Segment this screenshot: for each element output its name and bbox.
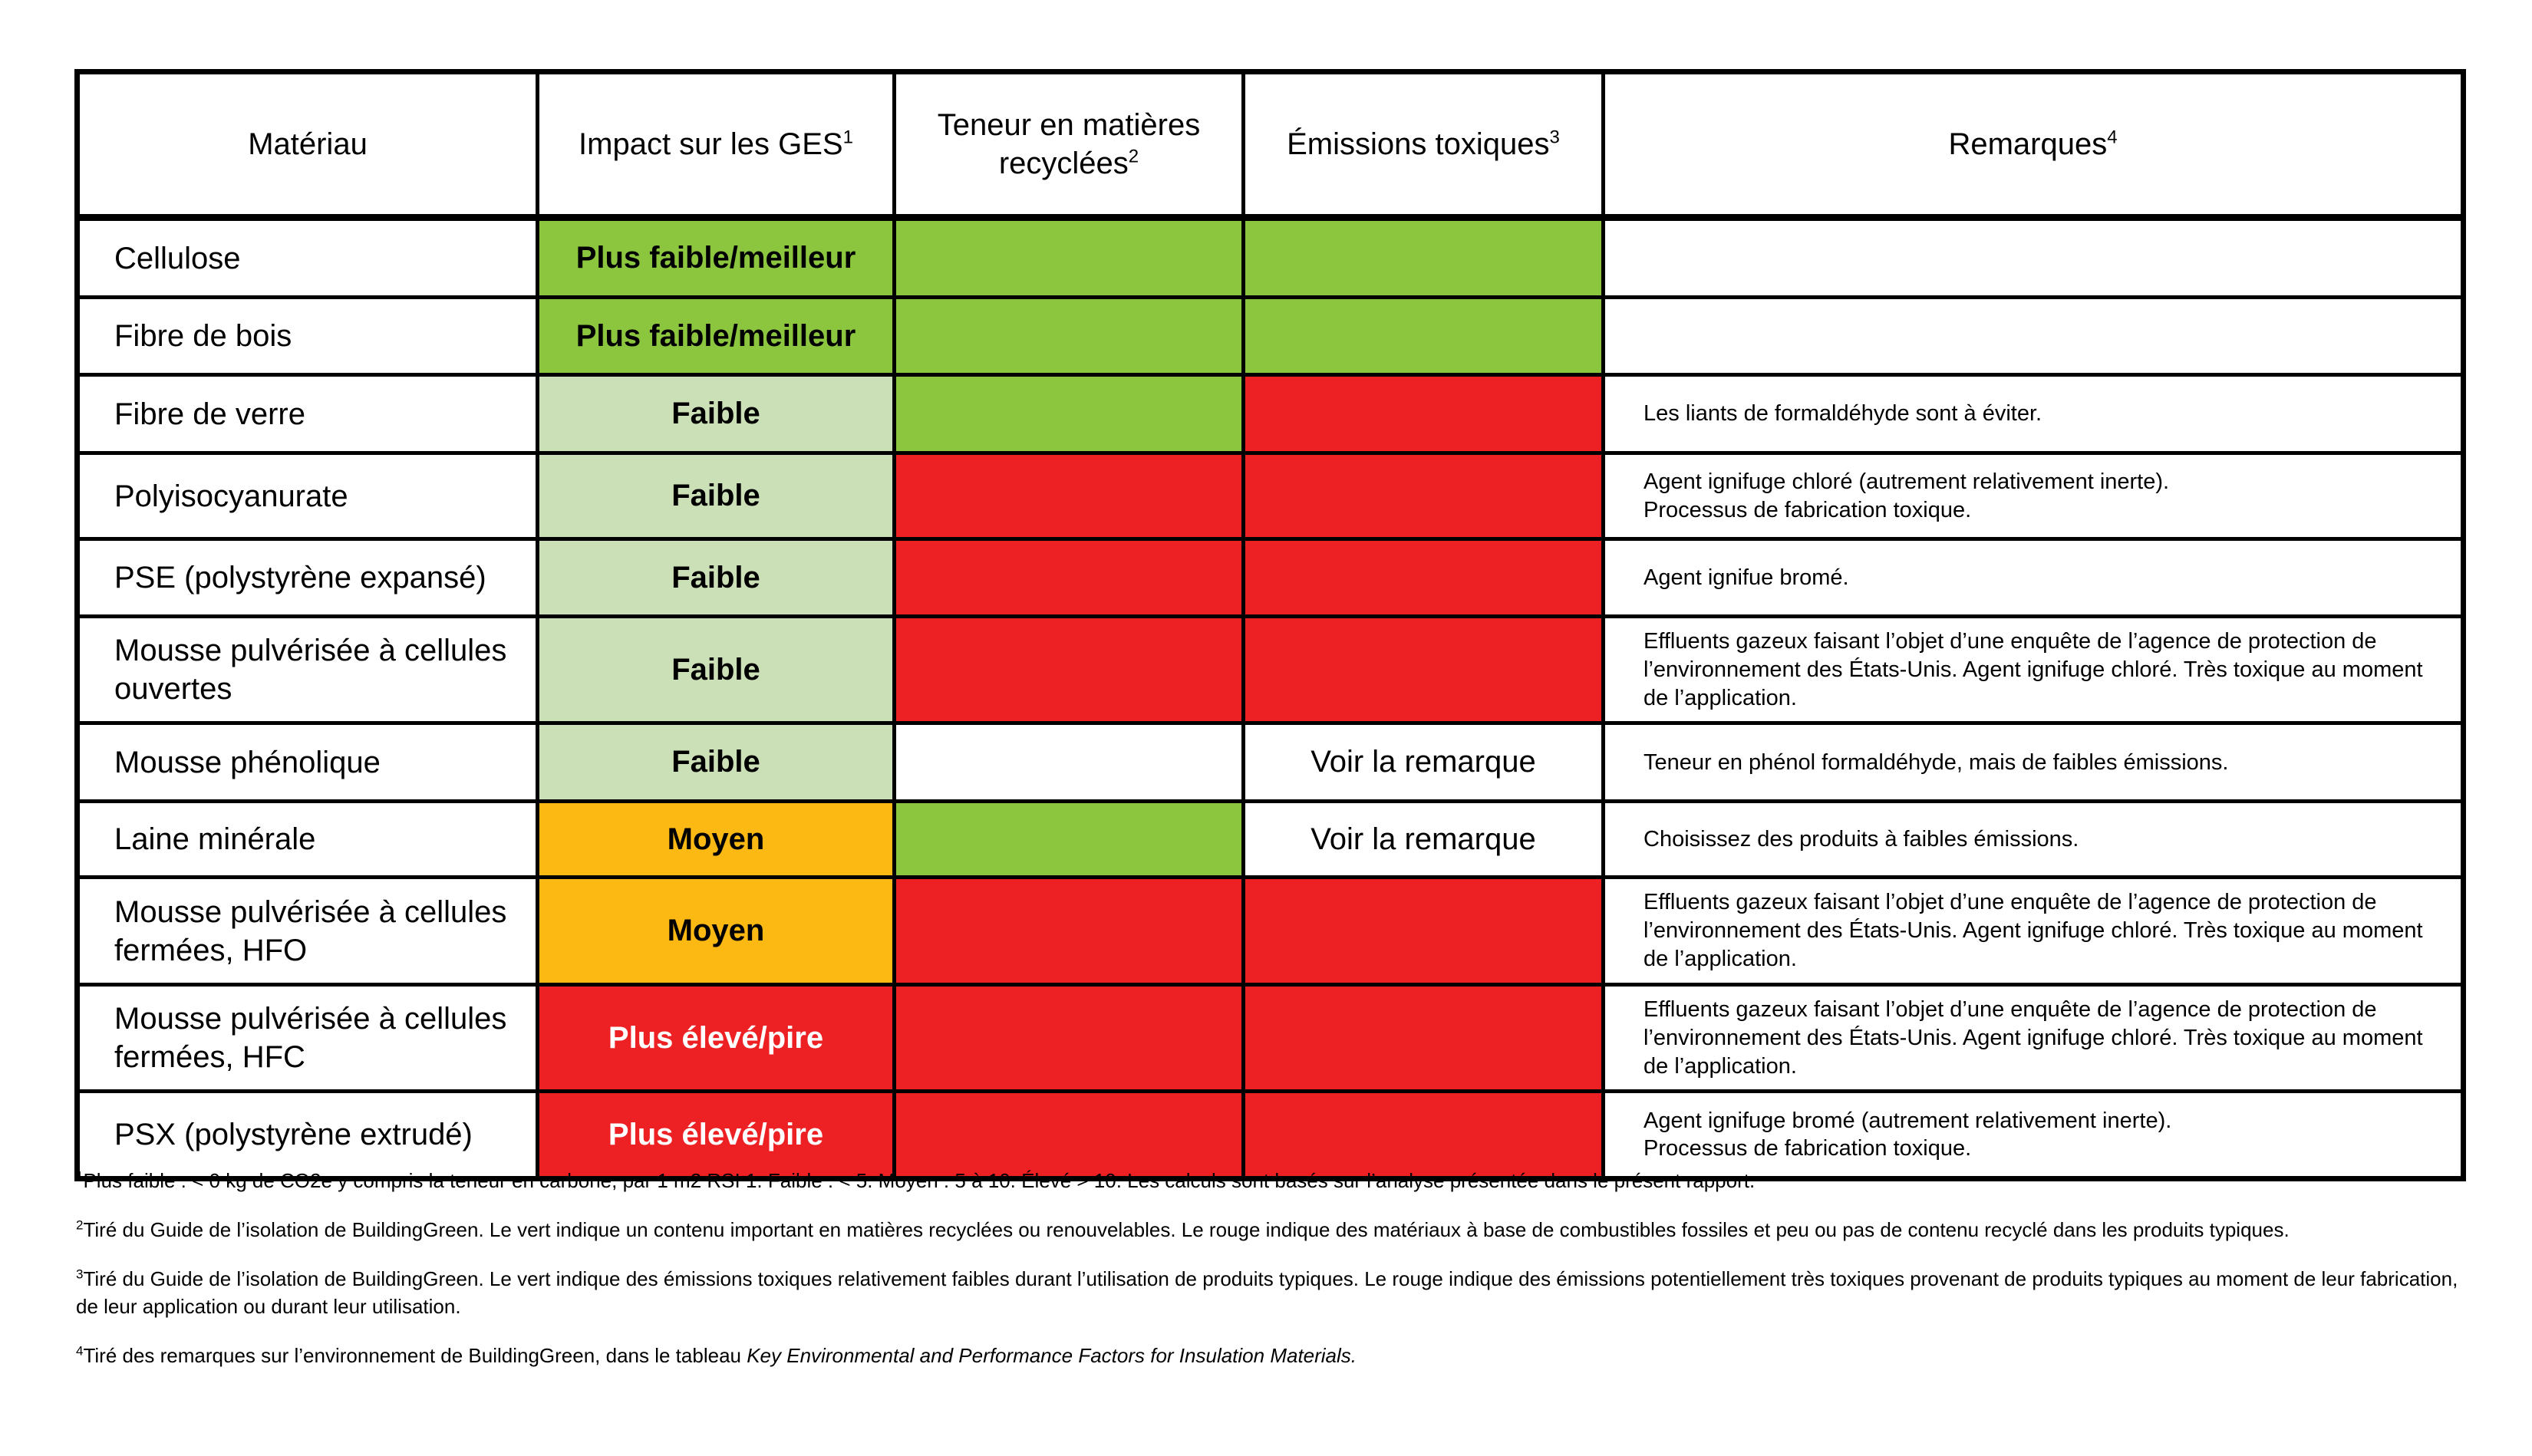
ghg-impact-cell: Plus faible/meilleur bbox=[536, 216, 896, 299]
remark-cell: Choisissez des produits à faibles émissi… bbox=[1601, 799, 2465, 880]
footnote-1: 1Plus faible : < 0 kg de CO2e y compris … bbox=[76, 1168, 2474, 1195]
footnote-marker: 4 bbox=[2107, 127, 2118, 148]
column-header-label: Matériau bbox=[248, 127, 368, 161]
column-header-toxic-emissions: Émissions toxiques3 bbox=[1241, 70, 1605, 221]
footnote-3: 3Tiré du Guide de l’isolation de Buildin… bbox=[76, 1266, 2474, 1321]
column-header-recycled-content: Teneur en matières recyclées2 bbox=[892, 70, 1245, 221]
toxic-emissions-cell bbox=[1241, 1089, 1605, 1181]
remark-cell: Agent ignifuge chloré (autrement relativ… bbox=[1601, 451, 2465, 541]
table-row: Mousse pulvérisée à cellules ouvertes Fa… bbox=[75, 614, 2465, 726]
toxic-emissions-cell bbox=[1241, 875, 1605, 987]
ghg-impact-cell: Moyen bbox=[536, 875, 896, 987]
footnote-text: Tiré du Guide de l’isolation de Building… bbox=[76, 1267, 2458, 1318]
material-name: Mousse pulvérisée à cellules ouvertes bbox=[75, 614, 539, 726]
toxic-emissions-cell bbox=[1241, 216, 1605, 299]
toxic-emissions-cell: Voir la remarque bbox=[1241, 799, 1605, 880]
material-name: Fibre de verre bbox=[75, 373, 539, 455]
toxic-emissions-cell bbox=[1241, 295, 1605, 377]
footnote-marker: 1 bbox=[76, 1168, 84, 1184]
recycled-content-cell bbox=[892, 982, 1245, 1094]
recycled-content-cell bbox=[892, 295, 1245, 377]
footnote-marker: 3 bbox=[1549, 127, 1560, 148]
footnote-marker: 2 bbox=[76, 1217, 84, 1233]
remark-cell bbox=[1601, 216, 2465, 299]
table-row: Mousse phénolique Faible Voir la remarqu… bbox=[75, 721, 2465, 804]
ghg-impact-cell: Moyen bbox=[536, 799, 896, 880]
recycled-content-cell bbox=[892, 721, 1245, 804]
footnote-text: Tiré des remarques sur l’environnement d… bbox=[83, 1343, 747, 1367]
column-header-label: Impact sur les GES bbox=[579, 127, 843, 161]
ghg-impact-cell: Faible bbox=[536, 614, 896, 726]
footnote-italic-reference: Key Environmental and Performance Factor… bbox=[747, 1343, 1357, 1367]
material-name: Fibre de bois bbox=[75, 295, 539, 377]
table-row: Mousse pulvérisée à cellules fermées, HF… bbox=[75, 982, 2465, 1094]
material-name: Mousse phénolique bbox=[75, 721, 539, 804]
table-row: Cellulose Plus faible/meilleur bbox=[75, 216, 2465, 299]
recycled-content-cell bbox=[892, 799, 1245, 880]
ghg-impact-cell: Plus élevé/pire bbox=[536, 1089, 896, 1181]
table-header: Matériau Impact sur les GES1 Teneur en m… bbox=[75, 70, 2465, 221]
remark-cell: Effluents gazeux faisant l’objet d’une e… bbox=[1601, 875, 2465, 987]
toxic-emissions-cell bbox=[1241, 614, 1605, 726]
table-row: Polyisocyanurate Faible Agent ignifuge c… bbox=[75, 451, 2465, 541]
material-name: PSE (polystyrène expansé) bbox=[75, 537, 539, 618]
footnote-marker: 1 bbox=[842, 127, 853, 148]
footnote-marker: 2 bbox=[1128, 146, 1139, 167]
table-body: Cellulose Plus faible/meilleur Fibre de … bbox=[75, 216, 2465, 1181]
recycled-content-cell bbox=[892, 216, 1245, 299]
toxic-emissions-cell bbox=[1241, 451, 1605, 541]
ghg-impact-cell: Faible bbox=[536, 721, 896, 804]
material-name: Cellulose bbox=[75, 216, 539, 299]
footnotes-section: 1Plus faible : < 0 kg de CO2e y compris … bbox=[76, 1168, 2474, 1391]
remark-cell: Les liants de formaldéhyde sont à éviter… bbox=[1601, 373, 2465, 455]
table-row: Laine minérale Moyen Voir la remarque Ch… bbox=[75, 799, 2465, 880]
material-name: Polyisocyanurate bbox=[75, 451, 539, 541]
table-row: Fibre de verre Faible Les liants de form… bbox=[75, 373, 2465, 455]
recycled-content-cell bbox=[892, 451, 1245, 541]
recycled-content-cell bbox=[892, 1089, 1245, 1181]
table-row: Fibre de bois Plus faible/meilleur bbox=[75, 295, 2465, 377]
footnote-2: 2Tiré du Guide de l’isolation de Buildin… bbox=[76, 1217, 2474, 1244]
recycled-content-cell bbox=[892, 614, 1245, 726]
column-header-ghg-impact: Impact sur les GES1 bbox=[536, 70, 896, 221]
ghg-impact-cell: Plus faible/meilleur bbox=[536, 295, 896, 377]
column-header-label: Émissions toxiques bbox=[1287, 127, 1550, 161]
table-row: Mousse pulvérisée à cellules fermées, HF… bbox=[75, 875, 2465, 987]
toxic-emissions-cell bbox=[1241, 982, 1605, 1094]
insulation-comparison-table: Matériau Impact sur les GES1 Teneur en m… bbox=[74, 69, 2466, 1182]
footnote-marker: 4 bbox=[76, 1342, 84, 1358]
footnote-marker: 3 bbox=[76, 1267, 84, 1282]
header-row: Matériau Impact sur les GES1 Teneur en m… bbox=[75, 70, 2465, 221]
recycled-content-cell bbox=[892, 875, 1245, 987]
table-row: PSE (polystyrène expansé) Faible Agent i… bbox=[75, 537, 2465, 618]
remark-cell bbox=[1601, 295, 2465, 377]
remark-cell: Agent ignifuge bromé (autrement relative… bbox=[1601, 1089, 2465, 1181]
column-header-label: Teneur en matières recyclées bbox=[937, 108, 1201, 180]
material-name: Laine minérale bbox=[75, 799, 539, 880]
remark-cell: Teneur en phénol formaldéhyde, mais de f… bbox=[1601, 721, 2465, 804]
ghg-impact-cell: Faible bbox=[536, 451, 896, 541]
column-header-material: Matériau bbox=[75, 70, 539, 221]
column-header-remarks: Remarques4 bbox=[1601, 70, 2465, 221]
toxic-emissions-cell bbox=[1241, 537, 1605, 618]
toxic-emissions-cell: Voir la remarque bbox=[1241, 721, 1605, 804]
material-name: PSX (polystyrène extrudé) bbox=[75, 1089, 539, 1181]
table-row: PSX (polystyrène extrudé) Plus élevé/pir… bbox=[75, 1089, 2465, 1181]
remark-cell: Agent ignifue bromé. bbox=[1601, 537, 2465, 618]
column-header-label: Remarques bbox=[1948, 127, 2108, 161]
remark-cell: Effluents gazeux faisant l’objet d’une e… bbox=[1601, 614, 2465, 726]
recycled-content-cell bbox=[892, 373, 1245, 455]
material-name: Mousse pulvérisée à cellules fermées, HF… bbox=[75, 982, 539, 1094]
toxic-emissions-cell bbox=[1241, 373, 1605, 455]
footnote-text: Tiré du Guide de l’isolation de Building… bbox=[83, 1217, 2290, 1241]
material-name: Mousse pulvérisée à cellules fermées, HF… bbox=[75, 875, 539, 987]
footnote-text: Plus faible : < 0 kg de CO2e y compris l… bbox=[83, 1169, 1756, 1192]
ghg-impact-cell: Plus élevé/pire bbox=[536, 982, 896, 1094]
ghg-impact-cell: Faible bbox=[536, 373, 896, 455]
recycled-content-cell bbox=[892, 537, 1245, 618]
ghg-impact-cell: Faible bbox=[536, 537, 896, 618]
remark-cell: Effluents gazeux faisant l’objet d’une e… bbox=[1601, 982, 2465, 1094]
footnote-4: 4Tiré des remarques sur l’environnement … bbox=[76, 1342, 2474, 1370]
